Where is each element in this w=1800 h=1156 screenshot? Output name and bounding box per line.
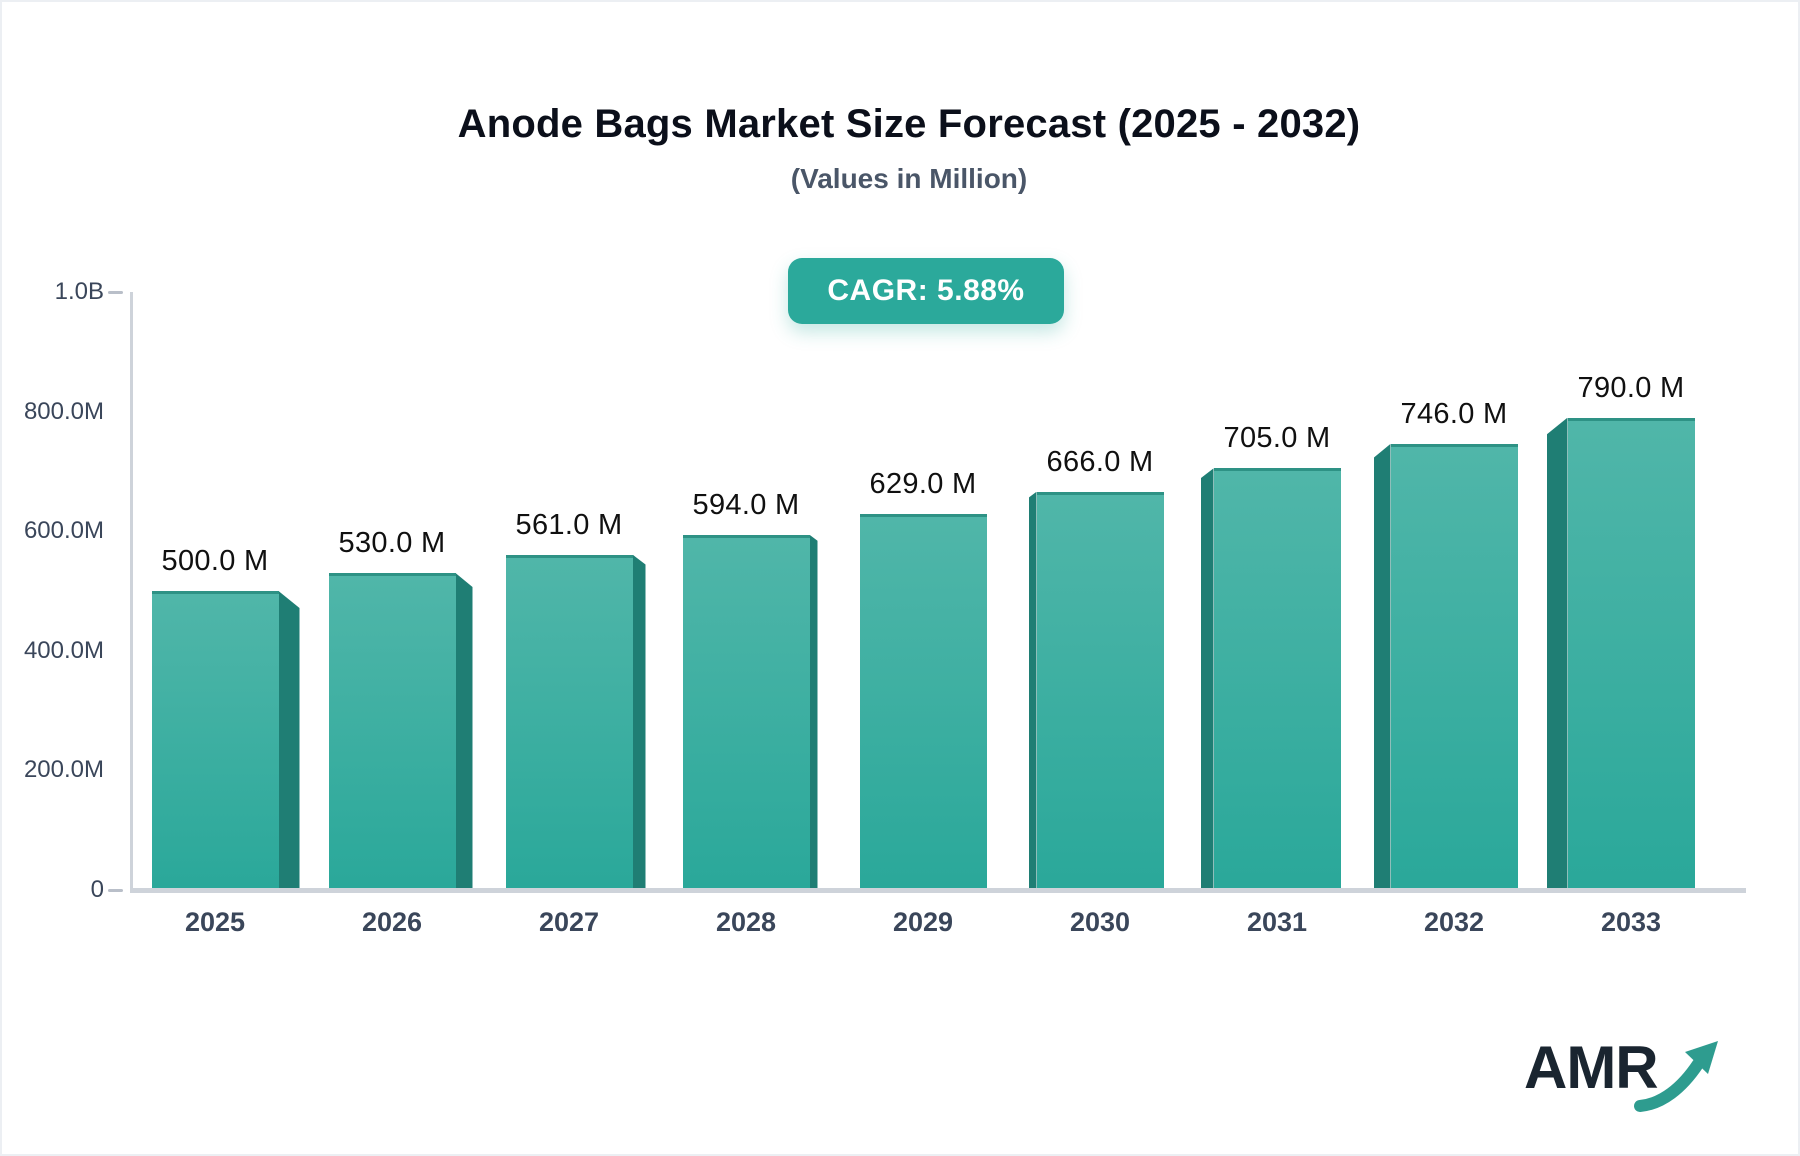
y-axis-label: 200.0M [23, 756, 104, 784]
y-axis-line [130, 292, 133, 892]
amr-logo: AMR [1524, 1034, 1718, 1112]
bar-2031 [1213, 468, 1341, 888]
y-axis-tick [108, 889, 123, 892]
y-axis-label: 400.0M [23, 636, 104, 664]
y-axis-label: 600.0M [23, 517, 104, 545]
amr-logo-text: AMR [1524, 1034, 1658, 1101]
y-axis-label: 0 [90, 876, 104, 903]
bar-value-label: 629.0 M [869, 467, 977, 500]
bar-2030 [1036, 491, 1164, 888]
bar-value-label: 666.0 M [1046, 445, 1154, 478]
bar-2028 [682, 534, 810, 888]
bar-side-face [1373, 443, 1391, 888]
chart-title: Anode Bags Market Size Forecast (2025 - … [457, 102, 1361, 146]
chart-subtitle: (Values in Million) [790, 163, 1028, 194]
bar-side-face [809, 534, 818, 888]
bar-value-label: 500.0 M [161, 545, 269, 577]
bar-side-face [1546, 417, 1568, 888]
bar-value-label: 790.0 M [1577, 371, 1685, 404]
chart-header: Anode Bags Market Size Forecast (2025 - … [2, 102, 1800, 195]
x-axis-label: 2027 [538, 907, 600, 937]
bar-value-label: 705.0 M [1223, 422, 1331, 455]
bar-side-face [632, 554, 646, 888]
bar-2033 [1567, 417, 1695, 888]
bar-value-label: 746.0 M [1400, 397, 1508, 430]
x-axis-label: 2032 [1423, 907, 1485, 937]
bar-value-label: 530.0 M [338, 527, 446, 560]
bar-value-label: 594.0 M [692, 488, 800, 521]
bar-side-face [1028, 491, 1037, 888]
bar-value-label: 561.0 M [515, 508, 623, 541]
x-axis-label: 2031 [1246, 907, 1308, 937]
cagr-badge: CAGR: 5.88% [788, 258, 1064, 324]
bar-2026 [328, 573, 456, 888]
bar-2032 [1390, 443, 1518, 888]
x-axis-label: 2030 [1069, 907, 1131, 937]
x-axis-label: 2028 [715, 907, 777, 937]
cagr-badge-label: CAGR: 5.88% [827, 274, 1025, 307]
x-axis-baseline [130, 888, 1746, 893]
bar-2027 [505, 554, 633, 888]
x-axis-label: 2029 [892, 907, 954, 937]
bar-2029 [859, 513, 987, 888]
x-axis-label: 2033 [1600, 907, 1662, 937]
bar-2025 [151, 591, 279, 888]
bar-side-face [1200, 468, 1214, 888]
x-axis-label: 2025 [184, 907, 246, 937]
y-axis-label: 800.0M [23, 397, 104, 425]
y-axis-tick [108, 291, 123, 294]
bar-side-face [278, 591, 300, 888]
bar-side-face [455, 573, 473, 888]
x-axis-label: 2026 [361, 907, 423, 937]
logo-arrow-icon [1634, 1041, 1718, 1112]
y-axis-label: 1.0B [54, 278, 104, 305]
